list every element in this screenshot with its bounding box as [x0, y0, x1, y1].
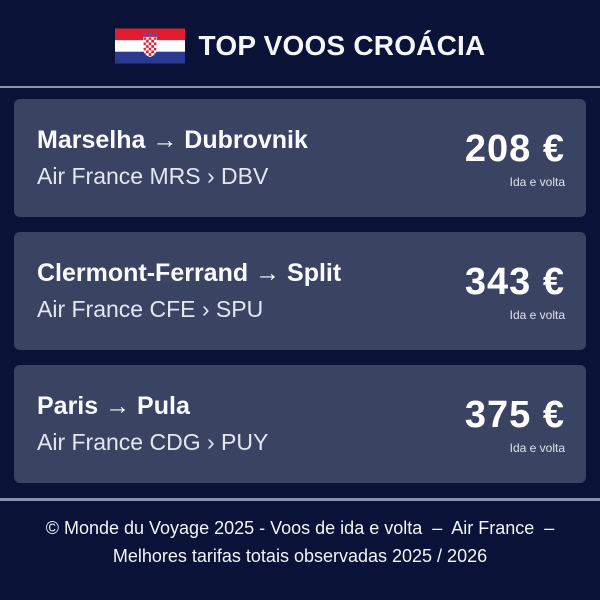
flight-route: Paris → Pula: [37, 392, 190, 420]
flight-list: Marselha → Dubrovnik Air France MRS › DB…: [0, 88, 600, 483]
footer-line2: Melhores tarifas totais observadas 2025 …: [112, 546, 488, 566]
header-divider: [0, 86, 600, 88]
flight-price: 375 €: [464, 393, 565, 436]
flight-info: Paris → Pula Air France CDG › PUY: [37, 392, 268, 456]
flight-route: Clermont-Ferrand → Split: [37, 259, 342, 287]
flight-price-block: 375 € Ida e volta: [465, 394, 565, 455]
flight-info: Clermont-Ferrand → Split Air France CFE …: [37, 259, 341, 323]
footer-divider: [0, 498, 600, 501]
header: TOP VOOS CROÁCIA: [0, 0, 600, 86]
flight-price-block: 208 € Ida e volta: [465, 128, 565, 189]
footer: © Monde du Voyage 2025 - Voos de ida e v…: [0, 501, 600, 570]
flight-card-clermont-split[interactable]: Clermont-Ferrand → Split Air France CFE …: [14, 232, 586, 350]
flight-card-paris-pula[interactable]: Paris → Pula Air France CDG › PUY 375 € …: [14, 365, 586, 483]
fare-note: Ida e volta: [509, 307, 565, 322]
page-title: TOP VOOS CROÁCIA: [198, 30, 486, 61]
fare-note: Ida e volta: [509, 174, 565, 189]
flight-airline-route: Air France CFE › SPU: [37, 296, 264, 322]
flight-info: Marselha → Dubrovnik Air France MRS › DB…: [37, 126, 308, 190]
flight-price: 343 €: [464, 260, 565, 303]
flight-price-block: 343 € Ida e volta: [465, 261, 565, 322]
flight-airline-route: Air France CDG › PUY: [37, 429, 269, 455]
flight-route: Marselha → Dubrovnik: [37, 126, 308, 154]
croatia-flag-icon: [114, 28, 185, 64]
fare-note: Ida e volta: [509, 440, 565, 455]
flight-airline-route: Air France MRS › DBV: [37, 163, 269, 189]
flight-price: 208 €: [464, 127, 565, 170]
flight-card-marselha-dubrovnik[interactable]: Marselha → Dubrovnik Air France MRS › DB…: [14, 99, 586, 217]
footer-line1: © Monde du Voyage 2025 - Voos de ida e v…: [45, 518, 555, 538]
